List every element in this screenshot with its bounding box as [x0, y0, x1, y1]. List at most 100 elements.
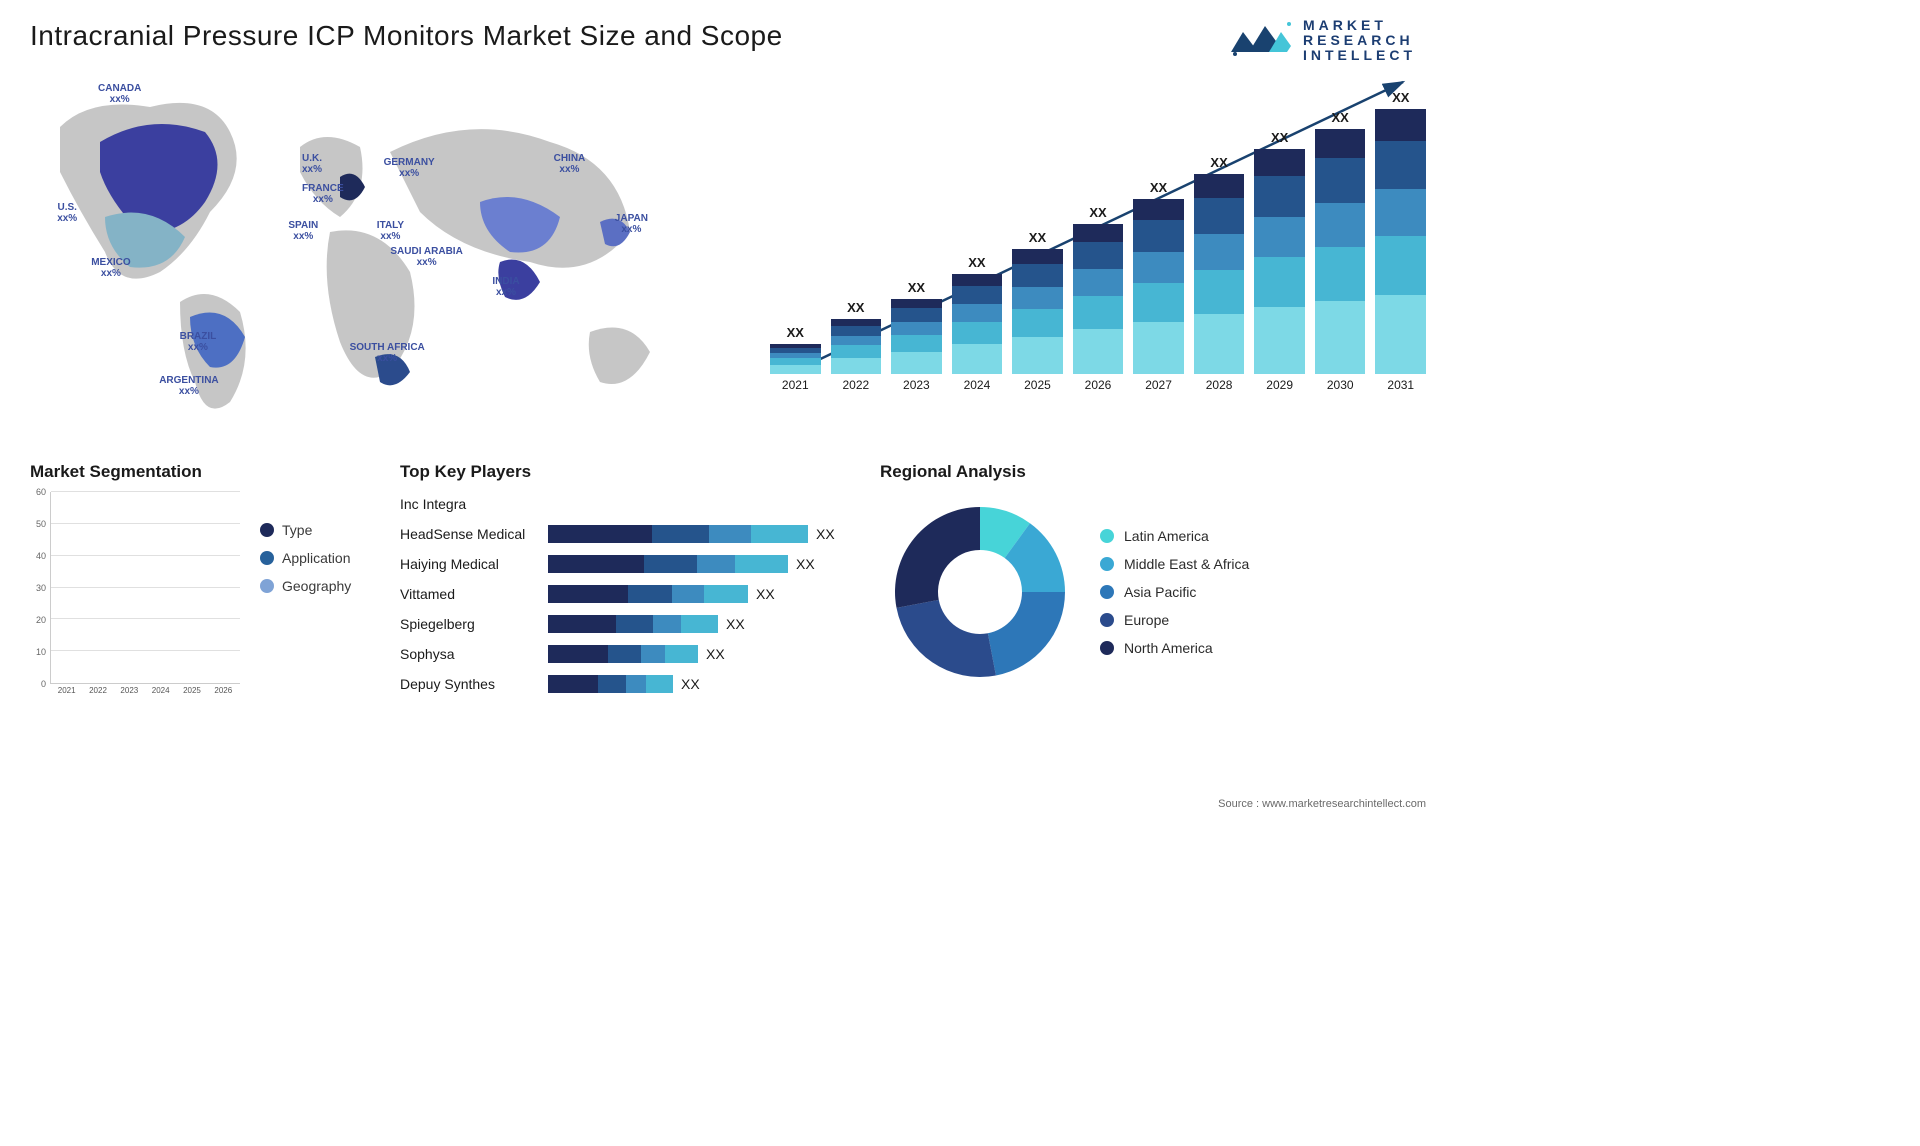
growth-year-label: 2025 — [1024, 378, 1051, 392]
map-label: INDIAxx% — [492, 276, 519, 298]
regional-chart: Latin AmericaMiddle East & AfricaAsia Pa… — [880, 492, 1426, 692]
player-value: XX — [726, 616, 745, 632]
player-name: Vittamed — [400, 586, 540, 602]
map-label: JAPANxx% — [615, 213, 648, 235]
segmentation-chart: 0102030405060202120222023202420252026 Ty… — [30, 492, 380, 722]
player-name: HeadSense Medical — [400, 526, 540, 542]
player-name: Inc Integra — [400, 496, 540, 512]
growth-bar-label: XX — [1210, 155, 1227, 170]
growth-bar-label: XX — [1029, 230, 1046, 245]
segmentation-plot: 0102030405060202120222023202420252026 — [30, 492, 240, 702]
map-label: U.K.xx% — [302, 153, 322, 175]
player-name: Depuy Synthes — [400, 676, 540, 692]
growth-bar — [952, 274, 1003, 374]
world-map-section: CANADAxx% U.S.xx% MEXICOxx% BRAZILxx% ARGENT… — [30, 72, 710, 442]
player-bar — [548, 555, 788, 573]
growth-bar-label: XX — [1089, 205, 1106, 220]
donut-slice — [988, 592, 1065, 675]
players-section: Top Key Players Inc Integra HeadSense Med… — [400, 462, 860, 722]
growth-bar-label: XX — [968, 255, 985, 270]
player-row: SpiegelbergXX — [400, 612, 850, 636]
logo-icon — [1229, 18, 1293, 63]
player-value: XX — [706, 646, 725, 662]
growth-bar-label: XX — [847, 300, 864, 315]
growth-year-label: 2024 — [964, 378, 991, 392]
player-row: Sophysa XX — [400, 642, 850, 666]
player-bar — [548, 675, 673, 693]
map-label: FRANCExx% — [302, 183, 344, 205]
page-title: Intracranial Pressure ICP Monitors Marke… — [30, 20, 1426, 52]
player-name: Sophysa — [400, 646, 540, 662]
regional-legend-item: Europe — [1100, 612, 1249, 628]
growth-bar-label: XX — [1332, 110, 1349, 125]
growth-year-label: 2021 — [782, 378, 809, 392]
segmentation-title: Market Segmentation — [30, 462, 380, 482]
player-row: Depuy Synthes XX — [400, 672, 850, 696]
segmentation-legend-item: Application — [260, 550, 351, 566]
growth-bar — [1375, 109, 1426, 374]
player-bar — [548, 645, 698, 663]
growth-bar — [1133, 199, 1184, 374]
player-bar — [548, 585, 748, 603]
top-row: CANADAxx% U.S.xx% MEXICOxx% BRAZILxx% ARGENT… — [30, 72, 1426, 442]
segmentation-legend-item: Type — [260, 522, 351, 538]
growth-bar — [1315, 129, 1366, 374]
map-label: SPAINxx% — [288, 220, 318, 242]
growth-bar-col: XX 2023 — [891, 280, 942, 392]
growth-bars: XX2021XX2022XX2023XX2024XX2025XX2026XX20… — [750, 82, 1426, 392]
source-text: Source : www.marketresearchintellect.com — [1218, 798, 1426, 810]
brand-logo: MARKET RESEARCH INTELLECT — [1229, 18, 1416, 63]
growth-bar-col: XX2022 — [831, 300, 882, 392]
player-value: XX — [796, 556, 815, 572]
growth-bar-col: XX 2030 — [1315, 110, 1366, 392]
map-label: MEXICOxx% — [91, 257, 130, 279]
regional-section: Regional Analysis Latin AmericaMiddle Ea… — [880, 462, 1426, 722]
map-label: SAUDI ARABIAxx% — [390, 246, 462, 268]
growth-chart: XX2021XX2022XX2023XX2024XX2025XX2026XX20… — [750, 72, 1426, 442]
player-name: Haiying Medical — [400, 556, 540, 572]
regional-legend: Latin AmericaMiddle East & AfricaAsia Pa… — [1100, 528, 1249, 656]
map-label: ITALYxx% — [377, 220, 404, 242]
growth-bar — [831, 319, 882, 374]
regional-legend-item: North America — [1100, 640, 1249, 656]
growth-year-label: 2027 — [1145, 378, 1172, 392]
segmentation-legend: TypeApplicationGeography — [260, 492, 351, 594]
world-map: CANADAxx% U.S.xx% MEXICOxx% BRAZILxx% ARGENT… — [30, 72, 710, 442]
map-label: ARGENTINAxx% — [159, 375, 218, 397]
growth-bar — [1012, 249, 1063, 374]
growth-year-label: 2026 — [1085, 378, 1112, 392]
growth-bar-col: XX2031 — [1375, 90, 1426, 392]
player-row: Haiying Medical XX — [400, 552, 850, 576]
map-label: CANADAxx% — [98, 83, 141, 105]
player-row: Inc Integra — [400, 492, 850, 516]
growth-bar-col: XX 2021 — [770, 325, 821, 392]
player-value: XX — [816, 526, 835, 542]
players-list: Inc IntegraHeadSense MedicalXXHaiying Me… — [400, 492, 860, 696]
growth-bar-col: XX 2025 — [1012, 230, 1063, 392]
players-title: Top Key Players — [400, 462, 860, 482]
player-value: XX — [681, 676, 700, 692]
growth-bar-col: XX 2024 — [952, 255, 1003, 392]
donut-slice — [897, 600, 996, 677]
map-label: U.S.xx% — [57, 202, 77, 224]
growth-bar-col: XX 2026 — [1073, 205, 1124, 392]
growth-year-label: 2023 — [903, 378, 930, 392]
growth-year-label: 2030 — [1327, 378, 1354, 392]
map-label: BRAZILxx% — [180, 331, 217, 353]
map-label: GERMANYxx% — [384, 157, 435, 179]
growth-bar-col: XX2029 — [1254, 130, 1305, 392]
growth-bar-label: XX — [1150, 180, 1167, 195]
growth-year-label: 2028 — [1206, 378, 1233, 392]
player-row: VittamedXX — [400, 582, 850, 606]
growth-bar-label: XX — [787, 325, 804, 340]
map-label: SOUTH AFRICAxx% — [350, 342, 425, 364]
growth-year-label: 2031 — [1387, 378, 1414, 392]
growth-bar-col: XX 2027 — [1133, 180, 1184, 392]
world-map-svg — [30, 72, 710, 442]
growth-bar-label: XX — [908, 280, 925, 295]
growth-bar — [770, 344, 821, 374]
regional-title: Regional Analysis — [880, 462, 1426, 482]
growth-year-label: 2029 — [1266, 378, 1293, 392]
segmentation-section: Market Segmentation 01020304050602021202… — [30, 462, 380, 722]
map-label: CHINAxx% — [554, 153, 586, 175]
